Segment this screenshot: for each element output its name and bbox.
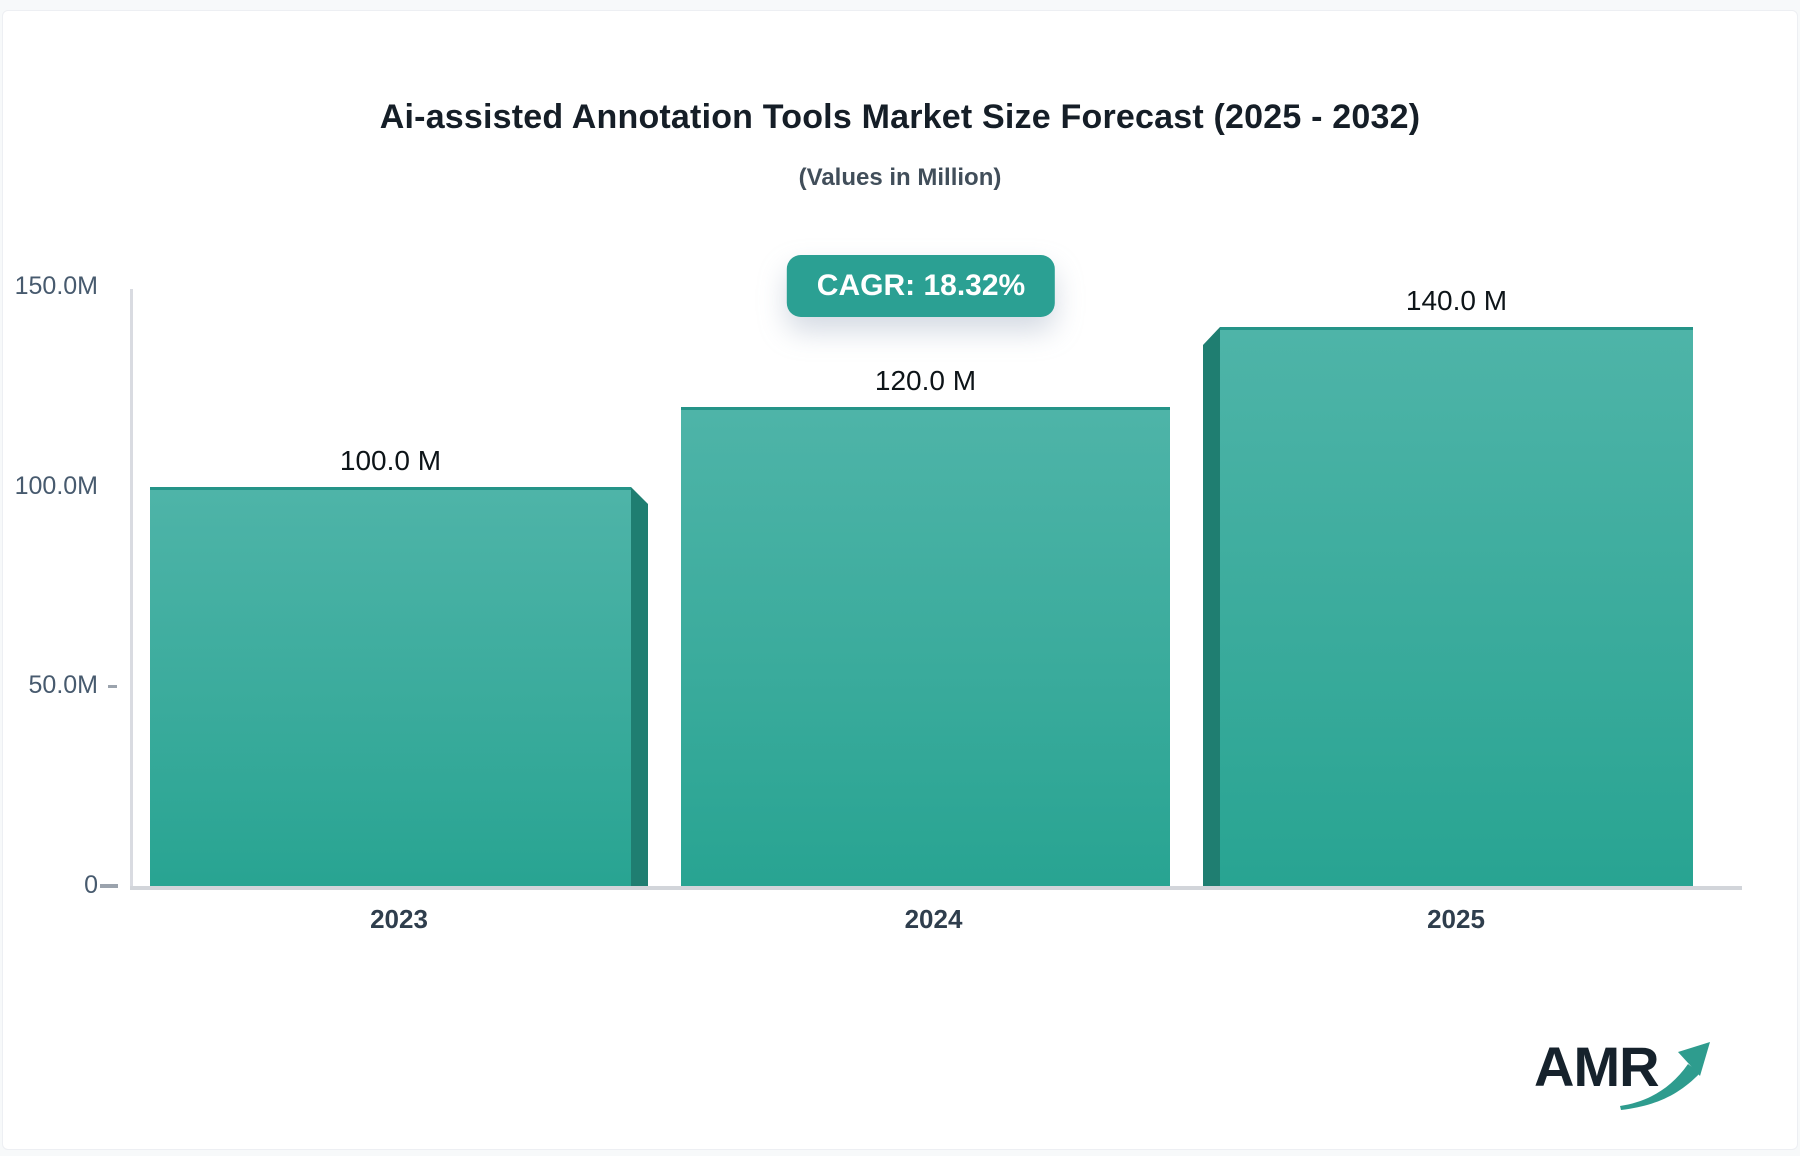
- y-axis-tick-mark: [108, 684, 117, 688]
- bar-value-label: 100.0 M: [339, 445, 442, 476]
- bar-3d-side: [1203, 327, 1220, 886]
- y-axis-tick-label: 100.0M: [14, 471, 98, 500]
- bar-2024: [681, 407, 1170, 886]
- x-axis-label-2025: 2025: [1427, 904, 1485, 934]
- x-axis-line: [130, 886, 1742, 890]
- y-axis-line: [130, 289, 133, 888]
- y-axis-tick-label: 50.0M: [28, 671, 98, 700]
- x-axis-label-2024: 2024: [904, 904, 963, 934]
- chart-title: Ai-assisted Annotation Tools Market Size…: [379, 98, 1421, 136]
- bar-value-label: 120.0 M: [874, 365, 977, 396]
- bar-value-label: 140.0 M: [1405, 285, 1508, 316]
- y-axis-tick-mark: [100, 884, 118, 888]
- cagr-badge: CAGR: 18.32%: [786, 255, 1056, 317]
- bar-2023: [150, 487, 631, 886]
- y-axis-tick-label: 150.0M: [14, 272, 98, 300]
- amr-logo-text: AMR: [1534, 1035, 1660, 1098]
- chart-subtitle: (Values in Million): [798, 164, 1002, 191]
- bar-3d-side: [631, 487, 648, 886]
- y-axis-tick-label: 0: [84, 871, 98, 899]
- bar-2025: [1220, 327, 1693, 886]
- amr-logo: AMR: [1528, 1030, 1718, 1120]
- x-axis-label-2023: 2023: [370, 904, 428, 934]
- amr-logo-arrow-icon: [1620, 1042, 1710, 1110]
